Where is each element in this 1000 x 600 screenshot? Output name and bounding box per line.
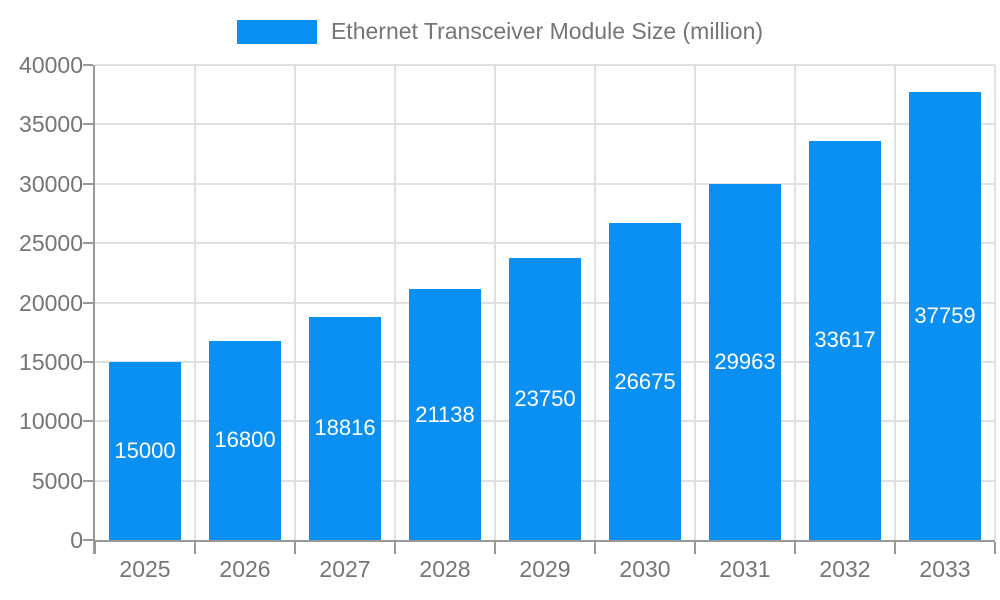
y-axis-tick [83, 301, 93, 304]
bar-value-label: 21138 [415, 401, 475, 427]
y-tick-label: 25000 [19, 230, 83, 257]
x-tick-label-2028: 2028 [419, 556, 471, 582]
x-axis-line [93, 540, 995, 542]
v-gridline [894, 65, 896, 540]
v-gridline [594, 65, 596, 540]
bar-value-label: 26675 [614, 368, 676, 394]
bar-2030: 26675 [609, 223, 681, 540]
v-gridline [994, 65, 996, 540]
y-axis-tick [83, 539, 93, 541]
y-axis-line [93, 65, 95, 554]
y-axis-tick [83, 123, 93, 126]
y-axis-tick [83, 360, 93, 363]
x-tick-label-2026: 2026 [219, 556, 271, 582]
x-axis-tick [894, 542, 896, 554]
bar-2025: 15000 [109, 361, 181, 540]
legend-label: Ethernet Transceiver Module Size (millio… [330, 18, 764, 44]
x-axis-tick [94, 542, 96, 554]
y-tick-label: 20000 [19, 289, 83, 316]
x-axis-tick [494, 542, 496, 554]
x-tick-label-2033: 2033 [919, 556, 971, 582]
x-tick-label-2029: 2029 [519, 556, 571, 582]
x-axis-tick [594, 542, 596, 554]
h-gridline [95, 123, 995, 126]
x-axis-tick [794, 542, 796, 554]
y-axis-tick [83, 479, 93, 482]
bar-value-label: 29963 [714, 349, 776, 375]
v-gridline [694, 65, 696, 540]
h-gridline [95, 182, 995, 185]
x-axis-tick [994, 542, 996, 554]
y-axis-tick [83, 242, 93, 245]
y-tick-label: 35000 [19, 111, 83, 138]
legend-swatch [236, 19, 317, 44]
y-tick-label: 10000 [19, 408, 83, 435]
v-gridline [394, 65, 396, 540]
y-tick-label: 15000 [19, 348, 83, 375]
bar-2033: 37759 [909, 91, 981, 540]
v-gridline [794, 65, 796, 540]
x-tick-label-2025: 2025 [119, 556, 171, 582]
legend: Ethernet Transceiver Module Size (millio… [0, 18, 1000, 45]
x-axis-tick [194, 542, 196, 554]
y-tick-label: 40000 [19, 52, 83, 78]
y-tick-label: 30000 [19, 170, 83, 197]
v-gridline [194, 65, 196, 540]
bar-value-label: 16800 [214, 427, 276, 453]
y-axis-tick [83, 420, 93, 423]
bar-value-label: 18816 [314, 415, 376, 441]
bar-value-label: 33617 [814, 327, 876, 353]
v-gridline [294, 65, 296, 540]
bar-2029: 23750 [509, 257, 581, 540]
x-axis-tick [694, 542, 696, 554]
y-axis-tick [83, 64, 93, 66]
bar-2032: 33617 [809, 140, 881, 540]
x-axis-tick [394, 542, 396, 554]
bar-value-label: 37759 [914, 302, 976, 328]
y-axis-tick [83, 182, 93, 185]
bar-2028: 21138 [409, 289, 481, 540]
h-gridline [95, 242, 995, 245]
x-tick-label-2032: 2032 [819, 556, 871, 582]
bar-value-label: 15000 [114, 437, 176, 463]
bar-2026: 16800 [209, 340, 281, 540]
bar-2031: 29963 [709, 184, 781, 540]
plot-area: 15000 16800 18816 21138 23750 26675 29963 33617… [83, 64, 996, 554]
x-tick-label-2031: 2031 [719, 556, 771, 582]
h-gridline [95, 64, 995, 66]
y-tick-label: 5000 [31, 467, 83, 494]
x-tick-label-2027: 2027 [319, 556, 371, 582]
x-axis-tick [294, 542, 296, 554]
v-gridline [494, 65, 496, 540]
bar-value-label: 23750 [514, 385, 576, 411]
x-tick-label-2030: 2030 [619, 556, 671, 582]
y-tick-label: 0 [70, 527, 83, 553]
bar-2027: 18816 [309, 316, 381, 540]
